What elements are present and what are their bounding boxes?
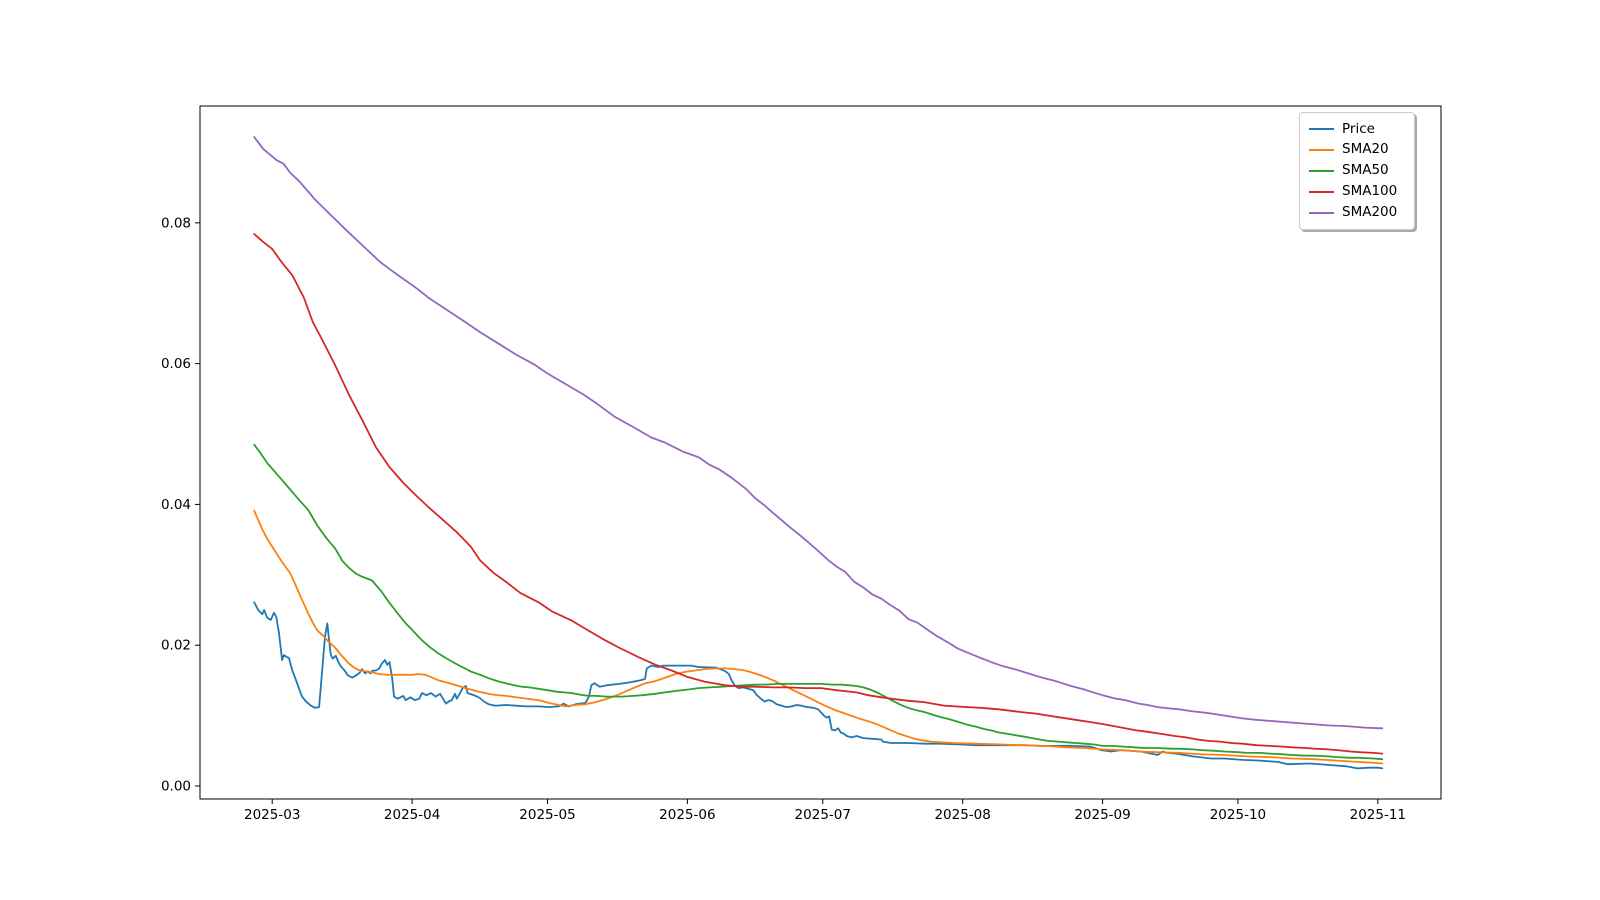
series-line-sma100: [253, 233, 1384, 755]
legend-label: SMA50: [1342, 162, 1389, 179]
y-axis-tick-label: 0.08: [161, 215, 191, 231]
legend-entry-sma50: SMA50: [1309, 161, 1406, 182]
x-axis-tick-label: 2025-10: [1210, 807, 1266, 823]
plot-area-border: [199, 105, 1442, 800]
legend-line-sample: [1309, 128, 1334, 131]
x-axis-tick-label: 2025-04: [384, 807, 440, 823]
legend-entry-sma100: SMA100: [1309, 181, 1406, 202]
legend-entry-price: Price: [1309, 119, 1406, 140]
series-line-sma50: [253, 443, 1384, 761]
legend-label: SMA20: [1342, 141, 1389, 158]
series-line-sma20: [253, 509, 1384, 765]
legend-entry-sma20: SMA20: [1309, 140, 1406, 161]
x-axis-tick-label: 2025-11: [1350, 807, 1406, 823]
legend-line-sample: [1309, 169, 1334, 172]
legend-line-sample: [1309, 190, 1334, 193]
y-axis-tick-label: 0.02: [161, 638, 191, 654]
y-axis-tick-label: 0.00: [161, 778, 191, 794]
x-axis-tick-label: 2025-05: [519, 807, 575, 823]
x-axis-tick-label: 2025-09: [1074, 807, 1130, 823]
legend-entry-sma200: SMA200: [1309, 202, 1406, 223]
legend-label: SMA200: [1342, 203, 1398, 220]
series-line-sma200: [253, 136, 1384, 730]
x-axis-tick-label: 2025-08: [934, 807, 990, 823]
legend-label: SMA100: [1342, 183, 1398, 200]
legend-line-sample: [1309, 149, 1334, 152]
y-axis-tick-label: 0.04: [161, 497, 191, 513]
y-axis-tick-label: 0.06: [161, 356, 191, 372]
x-axis-tick-label: 2025-07: [795, 807, 851, 823]
legend-box: Price SMA20 SMA50 SMA100 SMA200: [1299, 112, 1415, 230]
legend-line-sample: [1309, 211, 1334, 214]
legend-label: Price: [1342, 120, 1375, 137]
x-axis-tick-label: 2025-06: [659, 807, 715, 823]
x-axis-tick-label: 2025-03: [244, 807, 300, 823]
